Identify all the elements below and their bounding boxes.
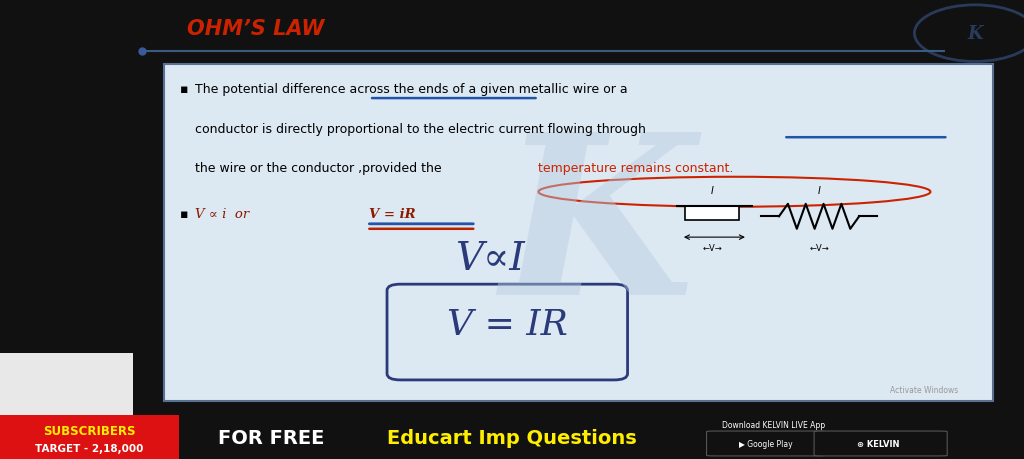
Text: ←V→: ←V→ bbox=[702, 244, 722, 253]
FancyBboxPatch shape bbox=[0, 415, 179, 459]
FancyBboxPatch shape bbox=[707, 431, 824, 456]
FancyBboxPatch shape bbox=[685, 207, 739, 221]
Text: ⊛ KELVIN: ⊛ KELVIN bbox=[857, 439, 900, 448]
Text: SUBSCRIBERS: SUBSCRIBERS bbox=[43, 424, 136, 437]
Text: FOR FREE: FOR FREE bbox=[218, 428, 325, 447]
Text: ▶ Google Play: ▶ Google Play bbox=[739, 439, 793, 448]
Text: I: I bbox=[711, 186, 714, 196]
Text: The potential difference across the ends of a given metallic wire or a: The potential difference across the ends… bbox=[196, 83, 628, 96]
Text: ←V→: ←V→ bbox=[809, 244, 829, 253]
Text: ▪: ▪ bbox=[180, 83, 188, 96]
Text: K: K bbox=[500, 124, 693, 341]
FancyBboxPatch shape bbox=[164, 64, 993, 401]
Text: Activate Windows: Activate Windows bbox=[890, 386, 958, 395]
Text: V = iR: V = iR bbox=[370, 207, 416, 221]
Text: K: K bbox=[968, 25, 983, 43]
FancyBboxPatch shape bbox=[0, 353, 133, 415]
Text: V∝I: V∝I bbox=[455, 241, 524, 278]
Text: OHM’S LAW: OHM’S LAW bbox=[186, 19, 324, 39]
Text: V ∝ i  or: V ∝ i or bbox=[196, 207, 250, 221]
Text: Download KELVIN LIVE App: Download KELVIN LIVE App bbox=[722, 420, 824, 429]
Text: conductor is directly proportional to the electric current flowing through: conductor is directly proportional to th… bbox=[196, 123, 646, 135]
Text: temperature remains constant.: temperature remains constant. bbox=[539, 162, 734, 175]
Text: I: I bbox=[817, 186, 820, 196]
Text: Educart Imp Questions: Educart Imp Questions bbox=[387, 428, 637, 447]
Text: V = IR: V = IR bbox=[446, 308, 567, 341]
Text: the wire or the conductor ,provided the: the wire or the conductor ,provided the bbox=[196, 162, 446, 175]
FancyBboxPatch shape bbox=[814, 431, 947, 456]
Text: ▪: ▪ bbox=[180, 207, 188, 221]
Text: TARGET - 2,18,000: TARGET - 2,18,000 bbox=[36, 443, 143, 453]
